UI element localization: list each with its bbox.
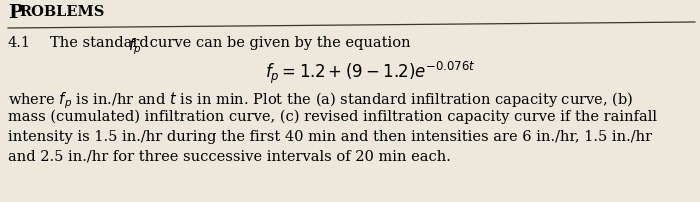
- Text: The standard: The standard: [50, 36, 153, 50]
- Text: and 2.5 in./hr for three successive intervals of 20 min each.: and 2.5 in./hr for three successive inte…: [8, 150, 451, 164]
- Text: $f_p = 1.2 + (9-1.2)e^{-0.076t}$: $f_p = 1.2 + (9-1.2)e^{-0.076t}$: [265, 60, 475, 86]
- Text: curve can be given by the equation: curve can be given by the equation: [145, 36, 411, 50]
- Text: ROBLEMS: ROBLEMS: [19, 5, 104, 20]
- Text: 4.1: 4.1: [8, 36, 31, 50]
- Text: P: P: [8, 4, 22, 22]
- Text: $f_p$: $f_p$: [128, 36, 141, 57]
- Text: intensity is 1.5 in./hr during the first 40 min and then intensities are 6 in./h: intensity is 1.5 in./hr during the first…: [8, 130, 652, 144]
- Text: where $f_p$ is in./hr and $t$ is in min. Plot the (a) standard infiltration capa: where $f_p$ is in./hr and $t$ is in min.…: [8, 90, 634, 111]
- Text: mass (cumulated) infiltration curve, (c) revised infiltration capacity curve if : mass (cumulated) infiltration curve, (c)…: [8, 110, 657, 124]
